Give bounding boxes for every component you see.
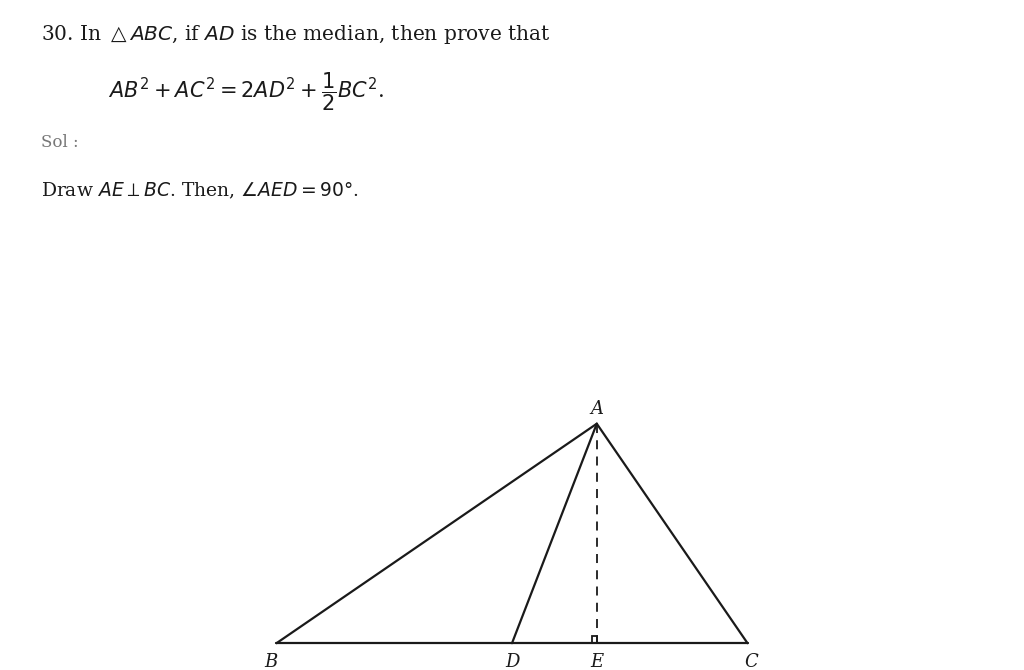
Text: D: D <box>505 653 519 670</box>
Text: $AB^2 + AC^2 = 2AD^2 + \dfrac{1}{2}BC^2$.: $AB^2 + AC^2 = 2AD^2 + \dfrac{1}{2}BC^2$… <box>108 70 384 113</box>
Text: Sol :: Sol : <box>41 134 79 151</box>
Text: B: B <box>264 653 278 670</box>
Bar <box>592 636 597 643</box>
Text: Draw $AE \perp BC$. Then, $\angle AED = 90°$.: Draw $AE \perp BC$. Then, $\angle AED = … <box>41 181 359 201</box>
Text: C: C <box>744 653 758 670</box>
Text: A: A <box>590 400 603 417</box>
Text: E: E <box>590 653 603 670</box>
Text: 30. In $\triangle ABC$, if $AD$ is the median, then prove that: 30. In $\triangle ABC$, if $AD$ is the m… <box>41 23 551 46</box>
